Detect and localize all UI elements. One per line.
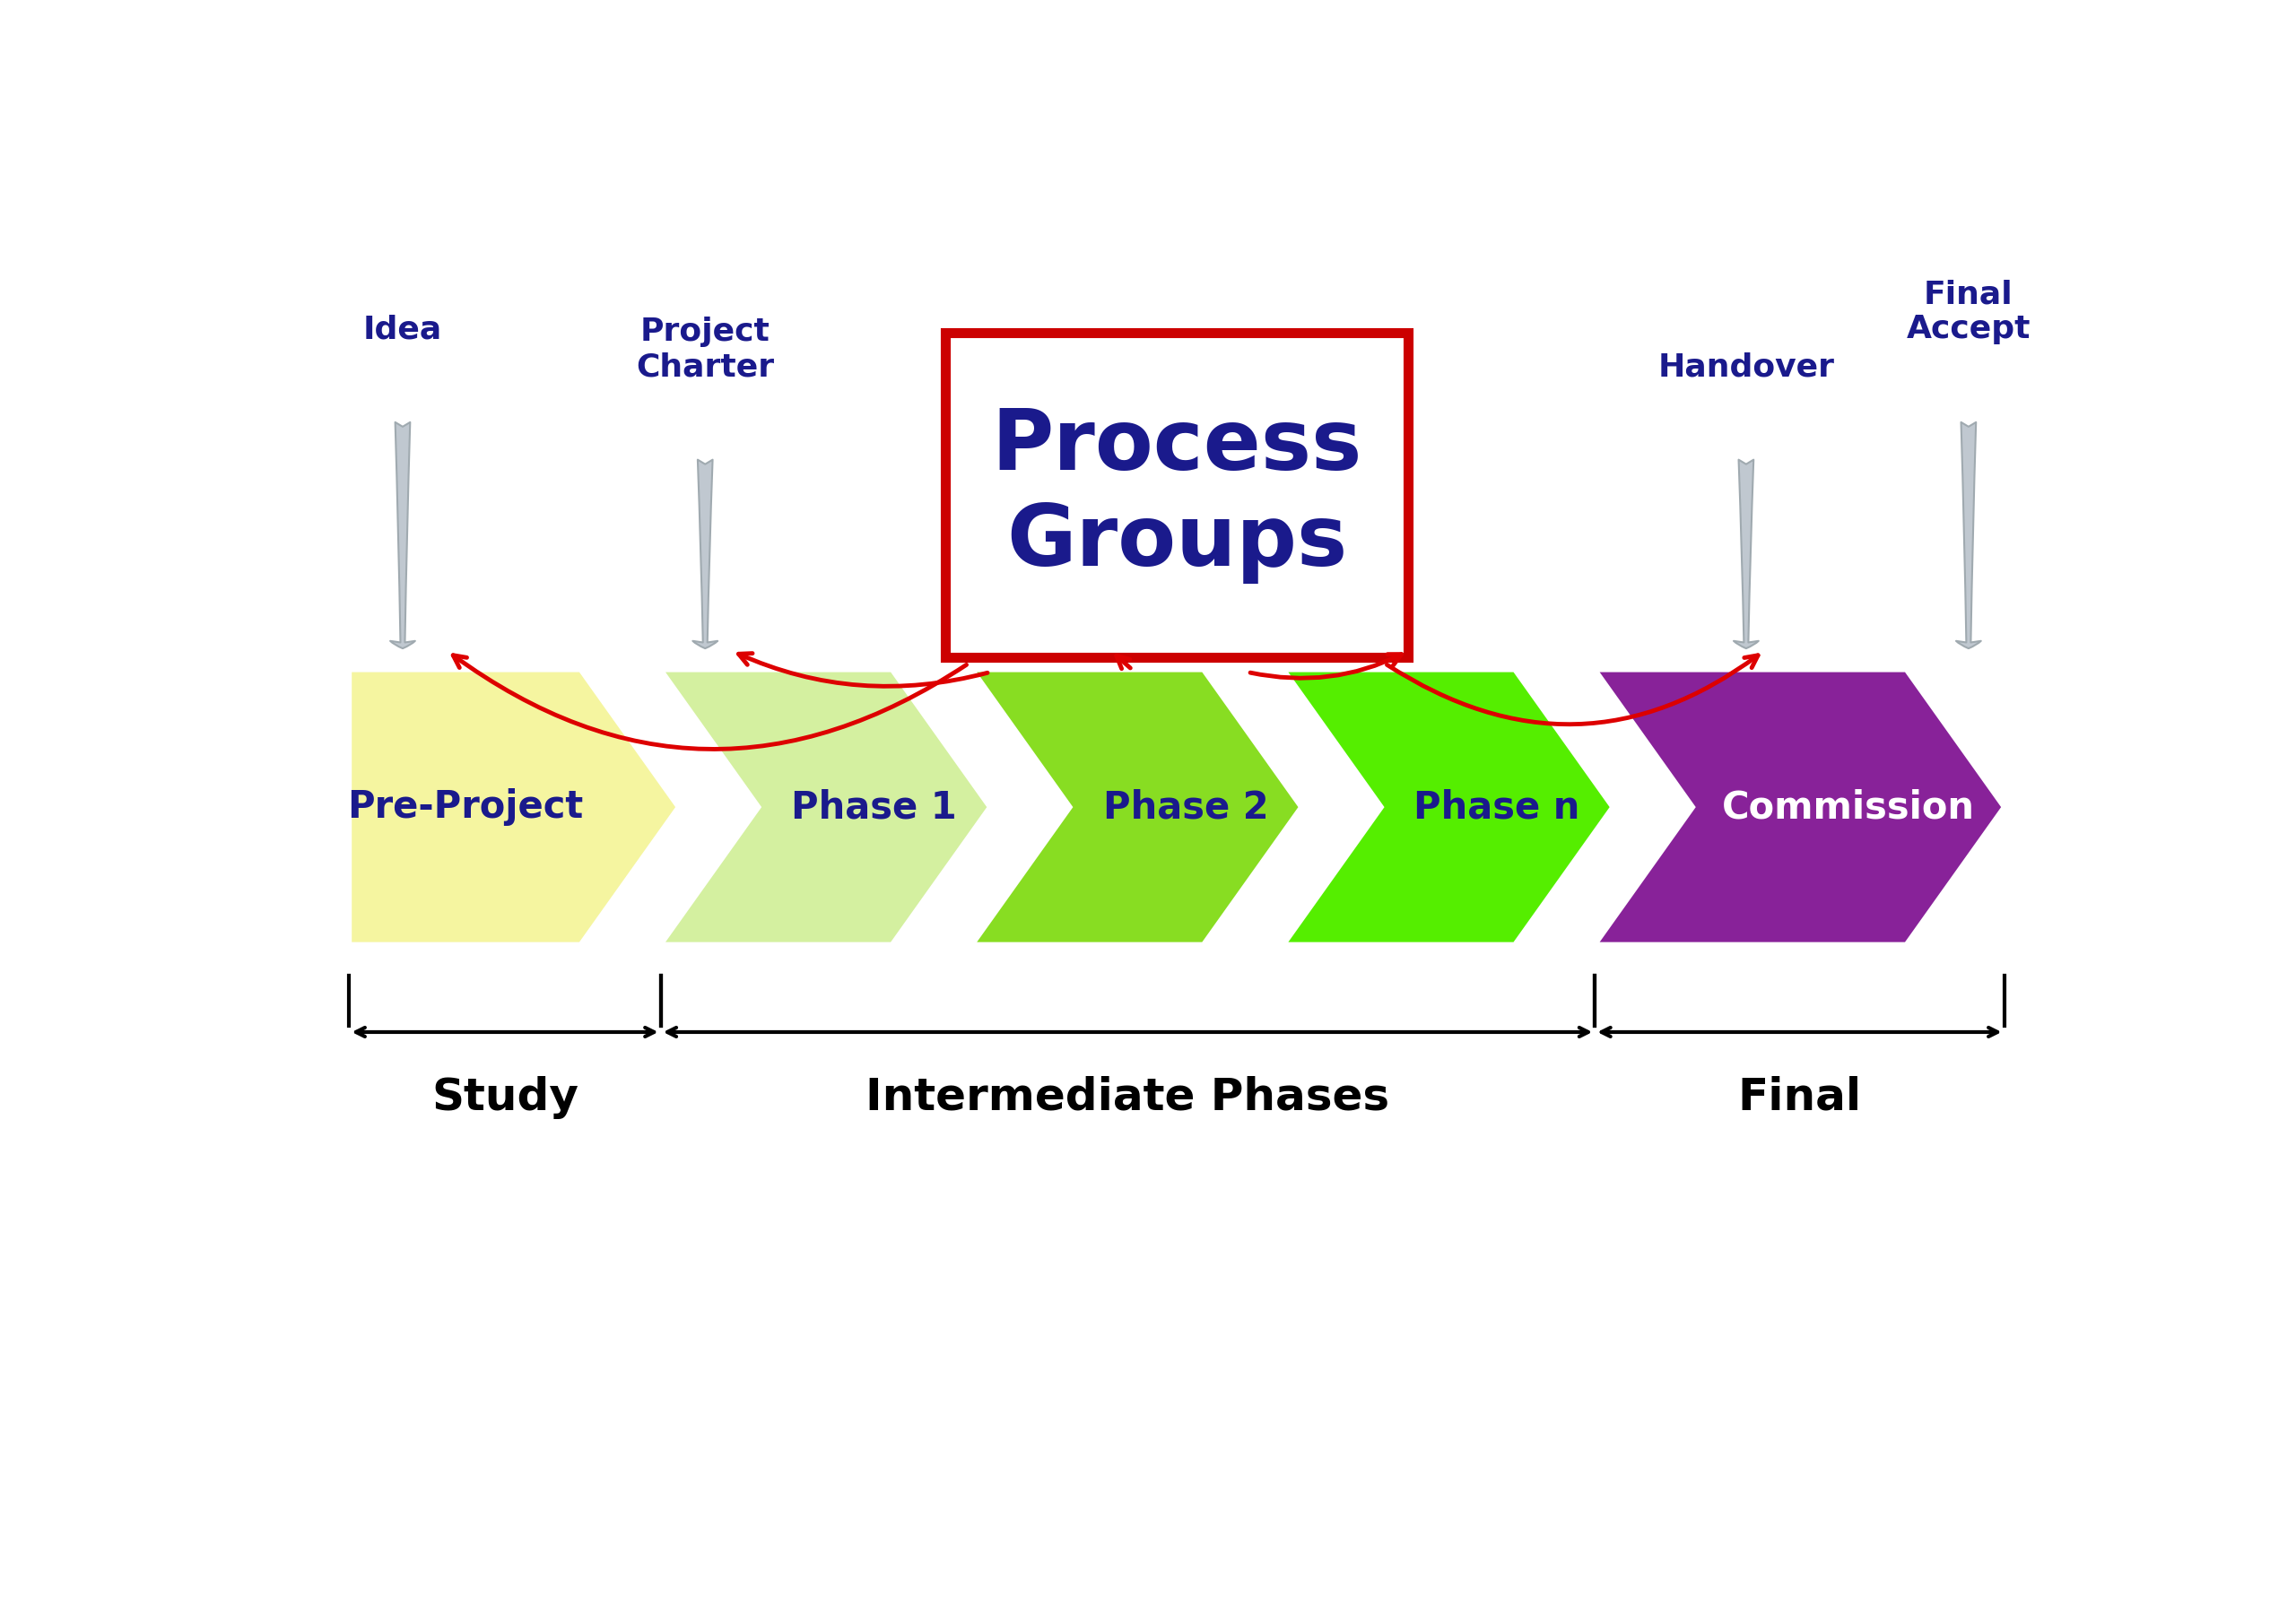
Text: Idea: Idea: [363, 315, 443, 344]
FancyBboxPatch shape: [946, 333, 1407, 657]
Text: Phase 1: Phase 1: [792, 789, 957, 826]
Polygon shape: [971, 670, 1302, 945]
Polygon shape: [1283, 670, 1612, 945]
Text: Final
Accept: Final Accept: [1906, 279, 2030, 344]
Text: Pre-Project: Pre-Project: [347, 789, 583, 826]
Text: Intermediate Phases: Intermediate Phases: [866, 1076, 1389, 1118]
Text: Final: Final: [1738, 1076, 1862, 1118]
Polygon shape: [661, 670, 990, 945]
Polygon shape: [349, 670, 680, 945]
Text: Phase 2: Phase 2: [1102, 789, 1267, 826]
Text: Phase n: Phase n: [1414, 789, 1580, 826]
Text: Study: Study: [432, 1076, 579, 1118]
Text: Commission: Commission: [1722, 789, 1975, 826]
Text: Project
Charter: Project Charter: [636, 316, 774, 383]
Polygon shape: [1596, 670, 2004, 945]
Text: Process
Groups: Process Groups: [992, 406, 1362, 584]
Text: Handover: Handover: [1658, 352, 1835, 383]
